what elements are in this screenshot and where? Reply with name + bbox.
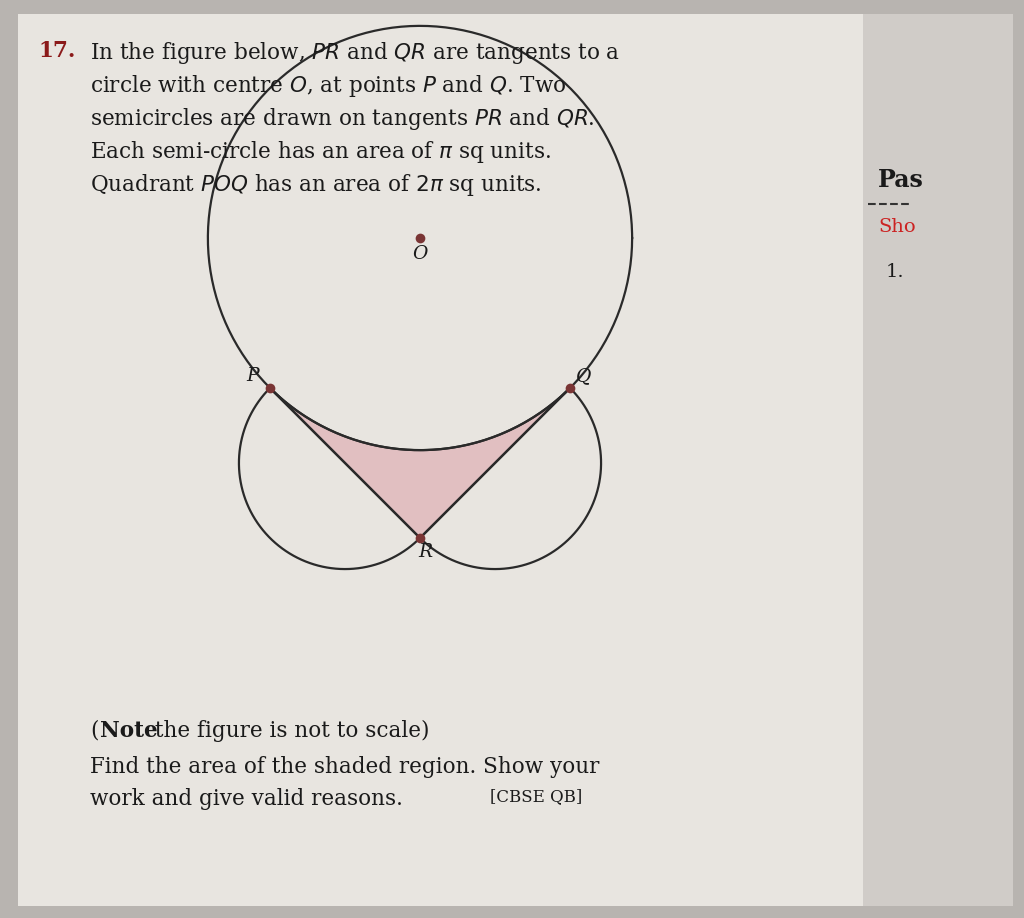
Text: Q: Q	[577, 367, 592, 385]
Text: 17.: 17.	[38, 40, 76, 62]
Text: Each semi-circle has an area of $\pi$ sq units.: Each semi-circle has an area of $\pi$ sq…	[90, 139, 551, 165]
Text: (: (	[90, 720, 98, 742]
Polygon shape	[270, 388, 570, 538]
Text: the figure is not to scale): the figure is not to scale)	[148, 720, 429, 742]
Text: work and give valid reasons.: work and give valid reasons.	[90, 788, 402, 810]
Text: Sho: Sho	[878, 218, 915, 236]
Text: In the figure below, $PR$ and $QR$ are tangents to a: In the figure below, $PR$ and $QR$ are t…	[90, 40, 621, 66]
Text: semicircles are drawn on tangents $PR$ and $QR$.: semicircles are drawn on tangents $PR$ a…	[90, 106, 595, 132]
Text: Pas: Pas	[878, 168, 924, 192]
Text: Quadrant $POQ$ has an area of $2\pi$ sq units.: Quadrant $POQ$ has an area of $2\pi$ sq …	[90, 172, 542, 198]
Text: circle with centre $O$, at points $P$ and $Q$. Two: circle with centre $O$, at points $P$ an…	[90, 73, 566, 99]
Text: 1.: 1.	[886, 263, 904, 281]
Text: P: P	[247, 367, 259, 385]
Text: Note: Note	[100, 720, 158, 742]
Text: [CBSE QB]: [CBSE QB]	[490, 788, 583, 805]
Text: O: O	[413, 245, 428, 263]
Text: R: R	[418, 543, 432, 561]
FancyBboxPatch shape	[18, 14, 863, 906]
Bar	[863, 14, 1013, 906]
Text: Find the area of the shaded region. Show your: Find the area of the shaded region. Show…	[90, 756, 599, 778]
